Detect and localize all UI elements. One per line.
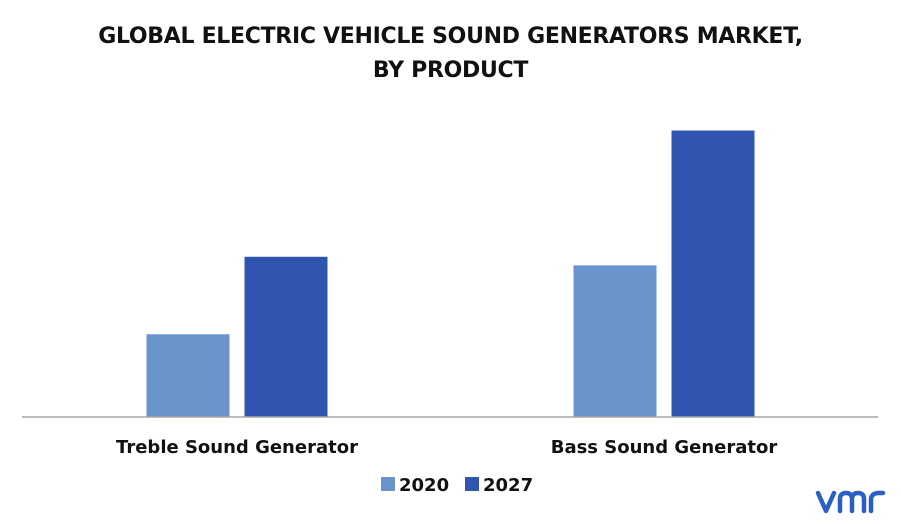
legend-label-2020: 2020 (399, 475, 449, 496)
legend-label-2027: 2027 (483, 475, 533, 496)
bar-2027-2 (670, 129, 756, 418)
chart-subtitle: BY PRODUCT (372, 58, 529, 83)
bar-2020-2 (572, 264, 658, 418)
chart-title-line1: GLOBAL ELECTRIC VEHICLE SOUND GENERATORS… (98, 24, 803, 49)
category-label: Bass Sound Generator (551, 437, 778, 458)
bar-2027-1 (243, 255, 329, 418)
vmr-logo-icon (815, 490, 886, 514)
category-label: Treble Sound Generator (116, 437, 358, 458)
chart-title: GLOBAL ELECTRIC VEHICLE SOUND GENERATORS… (0, 20, 901, 88)
legend: 2020 2027 (381, 475, 533, 496)
category-labels: Treble Sound Generator Bass Sound Generat… (116, 437, 777, 458)
bars-group (145, 129, 756, 418)
legend-swatch-2020 (381, 477, 395, 491)
bar-2020-1 (145, 333, 231, 418)
legend-swatch-2027 (465, 477, 479, 491)
